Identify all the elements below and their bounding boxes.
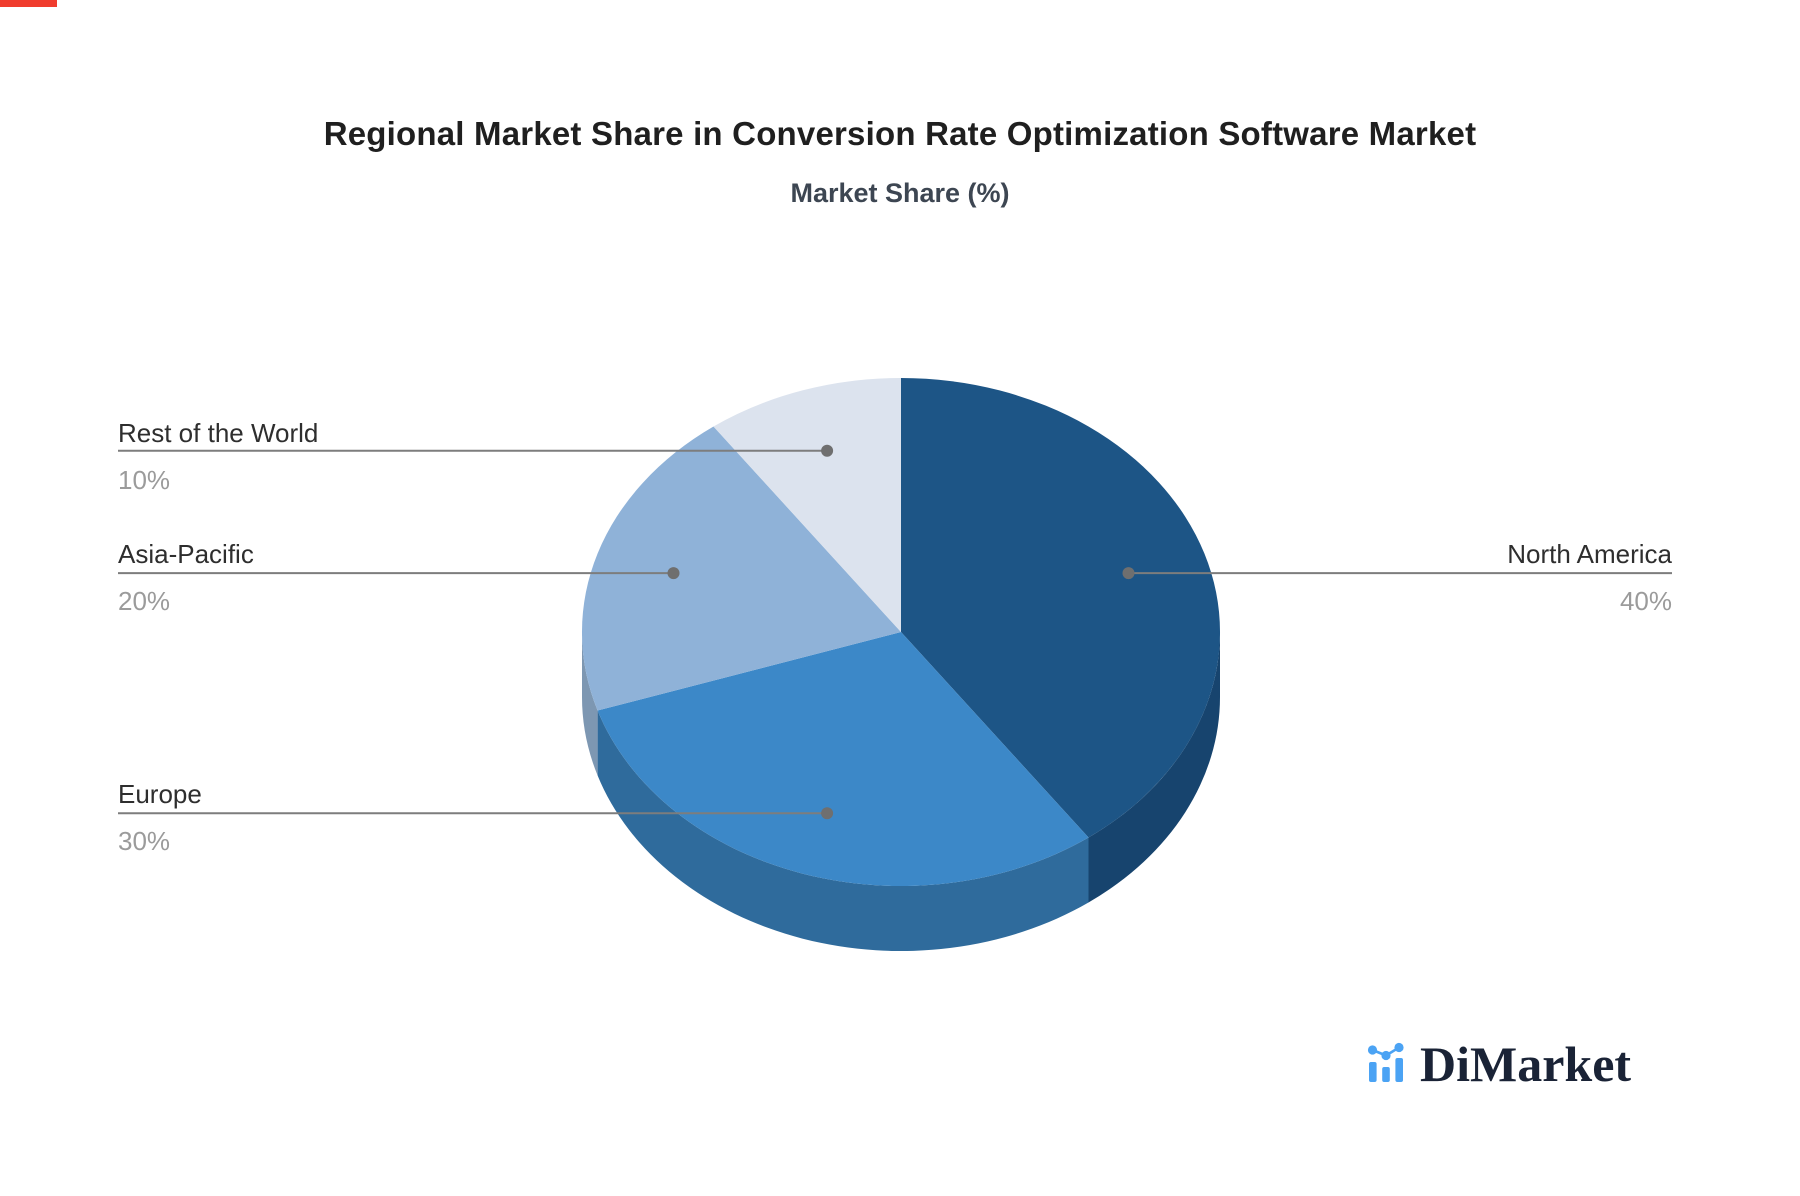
leader-dot-europe xyxy=(821,807,834,820)
slice-percent: 10% xyxy=(118,465,171,495)
top-left-red-strip xyxy=(0,0,57,7)
slice-label: Asia-Pacific xyxy=(118,539,254,569)
pie-slice-rest-of-the-world xyxy=(713,378,901,632)
callout-asia-pacific: Asia-Pacific 20% xyxy=(118,539,254,616)
callout-rest-of-the-world: Rest of the World 10% xyxy=(118,418,318,495)
leader-dot-rest-of-the-world xyxy=(821,444,834,457)
logo-text: DiMarket xyxy=(1420,1036,1632,1092)
pie-slice-north-america xyxy=(901,378,1221,838)
pie-slice-side-europe xyxy=(597,710,1089,952)
leader-dot-north-america xyxy=(1122,567,1135,580)
slice-percent: 30% xyxy=(118,826,171,856)
pie-slice-side-north-america xyxy=(1088,632,1220,903)
pie-slice-asia-pacific xyxy=(581,426,901,711)
pie-slice-europe xyxy=(597,632,1089,887)
slice-percent: 20% xyxy=(118,586,171,616)
leader-dot-asia-pacific xyxy=(667,567,680,580)
logo: DiMarket xyxy=(1363,1036,1631,1096)
slice-label: Rest of the World xyxy=(118,418,319,448)
callout-europe: Europe 30% xyxy=(118,779,202,856)
slice-label: North America xyxy=(1507,539,1672,569)
pie-slice-side-asia-pacific xyxy=(582,632,598,776)
callout-north-america: North America 40% xyxy=(1507,539,1672,616)
bar-line-chart-icon xyxy=(1367,1042,1404,1082)
chart-subtitle: Market Share (%) xyxy=(790,178,1010,208)
slice-label: Europe xyxy=(118,779,202,809)
chart-title: Regional Market Share in Conversion Rate… xyxy=(323,115,1477,152)
slice-percent: 40% xyxy=(1619,586,1672,616)
